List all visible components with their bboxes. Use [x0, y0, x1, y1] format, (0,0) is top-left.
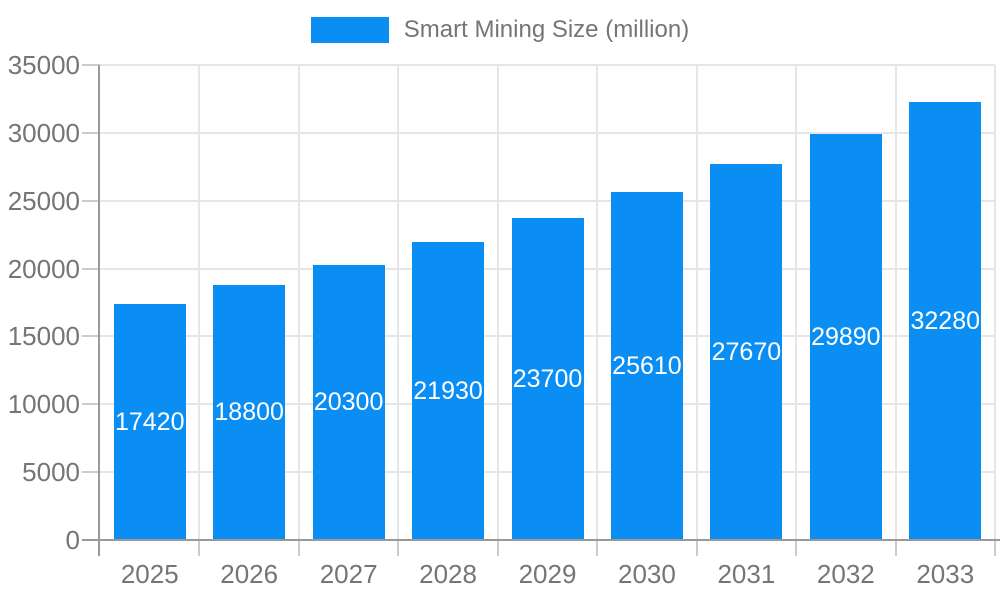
y-axis-line: [98, 65, 100, 556]
x-axis-tick: [496, 540, 499, 556]
x-axis-tick-label: 2025: [120, 559, 179, 589]
bar-2026[interactable]: [213, 284, 286, 540]
legend: Smart Mining Size (million): [0, 16, 1000, 44]
x-axis-tick-label: 2028: [419, 559, 477, 589]
x-axis-tick-label: 2033: [916, 559, 975, 589]
gridline-vertical: [894, 65, 897, 540]
gridline-horizontal: [100, 64, 995, 66]
bar-2031[interactable]: [710, 164, 783, 540]
bar-2030[interactable]: [610, 192, 683, 540]
x-axis-line: [82, 539, 1000, 541]
bar-value-label: 21930: [413, 377, 483, 406]
x-axis-tick: [695, 540, 698, 556]
y-axis-tick-label: 0: [65, 525, 80, 555]
plot-area: 0 5000 10000 15000 20000 25000 30000 35000 17420…: [8, 50, 1000, 589]
x-axis-tick-label: 2029: [518, 559, 577, 589]
x-axis-tick-label: 2027: [319, 559, 378, 589]
x-axis-tick: [795, 540, 798, 556]
x-axis-tick: [297, 540, 300, 556]
gridline-vertical: [994, 65, 996, 540]
bar-2029[interactable]: [511, 218, 584, 540]
x-axis-tick-label: 2031: [717, 559, 776, 589]
bar-2033[interactable]: [909, 101, 982, 540]
y-axis-tick: [82, 267, 100, 270]
y-axis-tick: [82, 64, 100, 66]
bar-value-label: 17420: [114, 407, 185, 436]
x-axis-tick-label: 2026: [220, 559, 279, 589]
y-axis-tick-label: 15000: [7, 321, 80, 352]
gridline-vertical: [198, 65, 201, 540]
legend-label: Smart Mining Size (million): [403, 16, 690, 43]
gridline-vertical: [397, 65, 400, 540]
x-axis-tick-label: 2032: [816, 559, 875, 589]
gridline-vertical: [596, 65, 599, 540]
y-axis-tick: [82, 403, 100, 406]
gridline-horizontal: [100, 131, 995, 134]
gridline-vertical: [795, 65, 798, 540]
bar-2027[interactable]: [312, 264, 385, 540]
x-axis-tick: [596, 540, 599, 556]
y-axis-tick-label: 25000: [7, 185, 80, 216]
x-axis-tick-label: 2030: [618, 559, 676, 589]
y-axis-tick: [82, 199, 100, 202]
bar-value-label: 29890: [811, 323, 881, 352]
bar-value-label: 32280: [910, 306, 981, 335]
gridline-vertical: [297, 65, 300, 540]
gridline-vertical: [695, 65, 698, 540]
bar-2025[interactable]: [113, 303, 186, 540]
legend-swatch: [310, 17, 389, 43]
gridline-horizontal: [100, 199, 995, 202]
y-axis-tick: [82, 335, 100, 338]
bar-value-label: 23700: [512, 365, 583, 394]
y-axis-tick-label: 30000: [7, 117, 80, 148]
y-axis-tick: [82, 471, 100, 474]
y-axis-tick-label: 5000: [22, 457, 80, 488]
y-axis-tick: [82, 131, 100, 134]
bar-2032[interactable]: [809, 134, 882, 540]
bar-value-label: 25610: [612, 352, 682, 381]
legend-item[interactable]: Smart Mining Size (million): [310, 16, 690, 44]
y-axis-tick-label: 10000: [7, 389, 80, 420]
bar-value-label: 20300: [313, 388, 384, 417]
bar-value-label: 27670: [711, 338, 782, 367]
y-axis-tick-label: 20000: [7, 253, 80, 284]
x-axis-tick: [397, 540, 400, 556]
gridline-vertical: [496, 65, 499, 540]
x-axis-tick: [894, 540, 897, 556]
bar-value-label: 18800: [214, 398, 284, 427]
bar-2028[interactable]: [412, 242, 485, 540]
y-axis-tick-label: 35000: [7, 50, 80, 80]
x-axis-tick: [198, 540, 201, 556]
x-axis-tick: [994, 540, 996, 556]
